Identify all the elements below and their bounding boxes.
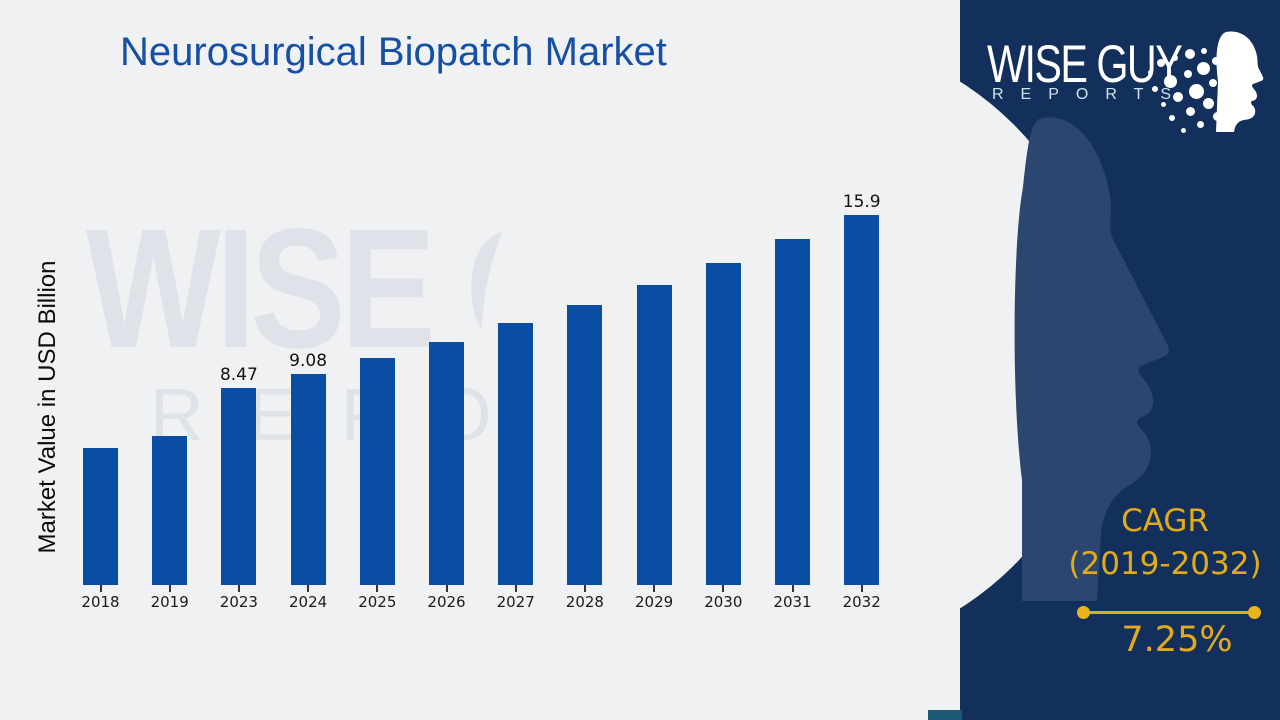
x-axis-tick (514, 585, 517, 592)
x-axis-label: 2028 (565, 593, 604, 611)
bar-2031 (775, 239, 810, 585)
x-axis-tick (168, 585, 171, 592)
x-axis-label: 2019 (150, 593, 189, 611)
bar-2029 (636, 284, 672, 585)
bar-2030 (705, 262, 741, 585)
x-axis-label: 2024 (289, 593, 328, 611)
logo-dot (1172, 55, 1178, 61)
logo-dot (1180, 127, 1186, 133)
logo-dot (1157, 59, 1165, 67)
logo-wordmark: WISE GUY (987, 35, 1183, 94)
x-axis-label: 2027 (496, 593, 535, 611)
logo-dot (1188, 83, 1204, 99)
page-title: Neurosurgical Biopatch Market (120, 30, 667, 74)
cagr-callout: CAGR (2019-2032) (1050, 500, 1280, 586)
logo-dot (1185, 106, 1195, 116)
logo-dot (1209, 79, 1217, 87)
cagr-heading: CAGR (1121, 503, 1209, 539)
logo-subtitle: REPORTS (992, 86, 1189, 103)
x-axis-tick (445, 585, 448, 592)
logo-dot (1173, 92, 1183, 102)
bar-value-label: 15.9 (842, 192, 881, 212)
x-axis-label: 2023 (219, 593, 258, 611)
x-axis-tick (237, 585, 240, 592)
logo-dot (1196, 61, 1210, 75)
cagr-value: 7.25% (1121, 620, 1233, 660)
x-axis-tick (583, 585, 586, 592)
bar-2024 (290, 373, 326, 585)
x-axis-label: 2031 (773, 593, 812, 611)
logo-dot (1163, 74, 1177, 88)
y-axis-label: Market Value in USD Billion (34, 260, 61, 554)
logo-dot (1185, 49, 1195, 59)
x-axis-tick (376, 585, 379, 592)
x-axis-tick (722, 585, 725, 592)
logo-dot (1202, 97, 1214, 109)
bar-2023 (221, 387, 257, 585)
logo-dot (1160, 101, 1166, 107)
bar-value-label: 8.47 (219, 364, 258, 385)
cagr-range: (2019-2032) (1068, 546, 1262, 582)
logo-dot (1169, 115, 1175, 121)
x-axis-tick (860, 585, 863, 592)
bar-value-label: 9.08 (289, 350, 328, 371)
logo-dot (1147, 69, 1153, 75)
logo-dot (1152, 86, 1158, 92)
bar-2032 (844, 215, 880, 585)
teal-accent-strip (928, 710, 962, 720)
bar-2028 (567, 304, 603, 585)
x-axis-label: 2018 (81, 593, 120, 611)
face-profile-watermark-icon (1014, 117, 1169, 601)
x-axis-label: 2030 (704, 593, 743, 611)
bar-2019 (152, 436, 188, 585)
x-axis-tick (653, 585, 656, 592)
x-axis-tick (791, 585, 794, 592)
logo-dot (1184, 70, 1192, 78)
x-axis-label: 2026 (427, 593, 466, 611)
bar-2025 (359, 358, 395, 585)
x-axis-label: 2025 (358, 593, 397, 611)
cagr-divider-line (1077, 606, 1261, 619)
bar-2027 (498, 323, 534, 585)
x-axis-tick (99, 585, 102, 592)
logo-face-profile-icon (1216, 31, 1264, 132)
x-axis-label: 2032 (842, 593, 881, 611)
bar-2026 (429, 341, 464, 585)
x-axis-tick (307, 585, 310, 592)
logo-dot (1201, 48, 1207, 54)
bar-2018 (83, 447, 118, 585)
x-axis-label: 2029 (635, 593, 674, 611)
logo-dot (1212, 57, 1220, 65)
logo-dot (1196, 120, 1204, 128)
